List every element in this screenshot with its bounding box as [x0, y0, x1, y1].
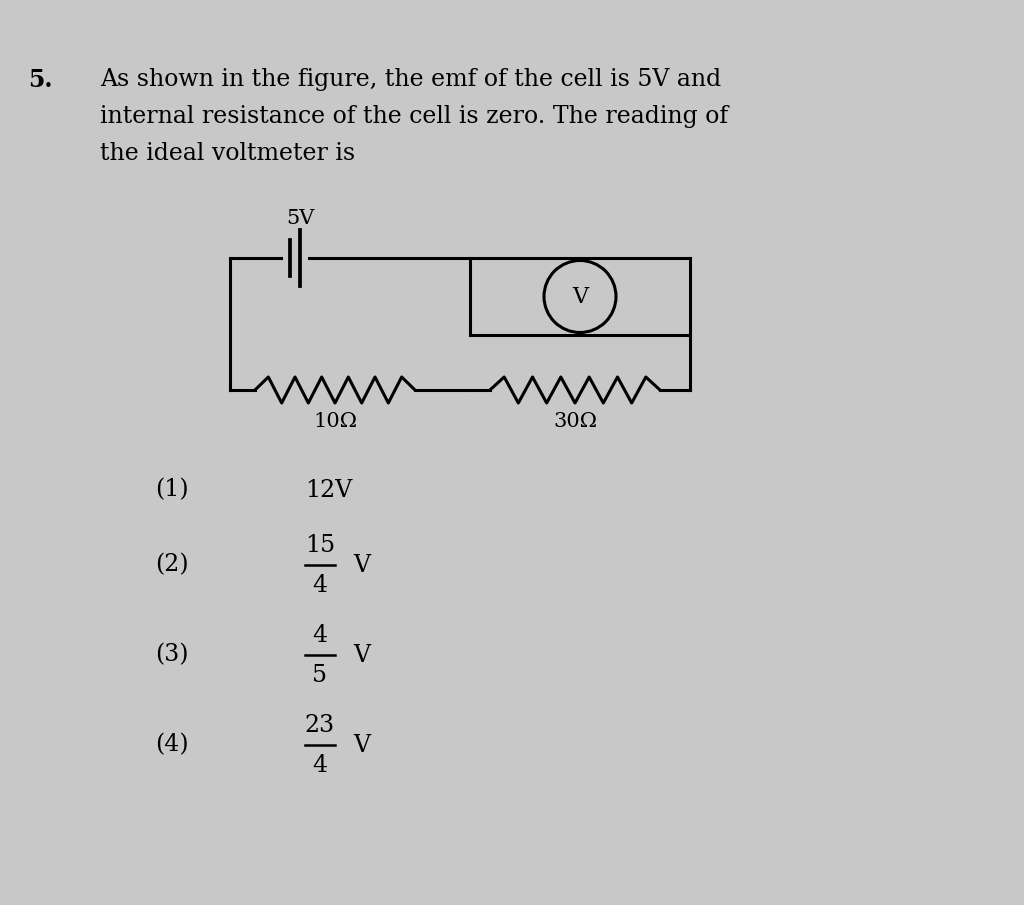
Text: (1): (1) — [155, 479, 188, 501]
Text: 23: 23 — [305, 713, 335, 737]
Text: 30Ω: 30Ω — [553, 412, 597, 431]
Text: 10Ω: 10Ω — [313, 412, 357, 431]
Text: V: V — [353, 733, 370, 757]
Text: V: V — [353, 643, 370, 666]
Text: the ideal voltmeter is: the ideal voltmeter is — [100, 142, 355, 165]
Text: 4: 4 — [312, 754, 328, 776]
Text: 15: 15 — [305, 534, 335, 557]
Text: As shown in the figure, the emf of the cell is 5V and: As shown in the figure, the emf of the c… — [100, 68, 721, 91]
Text: 12V: 12V — [305, 479, 352, 501]
Text: 4: 4 — [312, 574, 328, 596]
Text: internal resistance of the cell is zero. The reading of: internal resistance of the cell is zero.… — [100, 105, 728, 128]
Text: (3): (3) — [155, 643, 188, 666]
Text: 5V: 5V — [286, 209, 314, 228]
Text: V: V — [572, 285, 588, 308]
Text: V: V — [353, 554, 370, 576]
Text: (4): (4) — [155, 733, 188, 757]
Text: 5: 5 — [312, 663, 328, 687]
Text: 4: 4 — [312, 624, 328, 646]
Text: (2): (2) — [155, 554, 188, 576]
Text: 5.: 5. — [28, 68, 52, 92]
